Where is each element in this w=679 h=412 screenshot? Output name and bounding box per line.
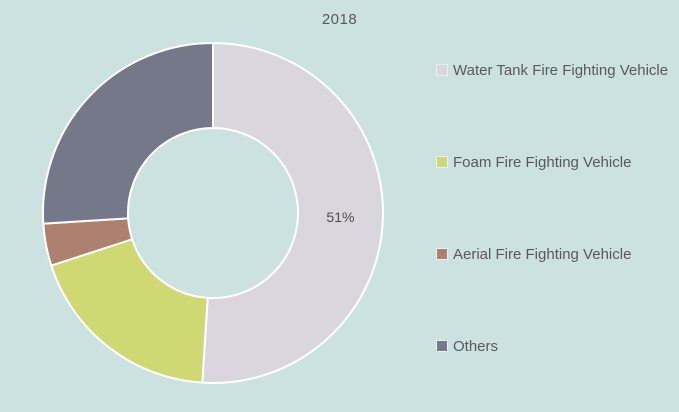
donut-slice-foam-fire-fighting-vehicle bbox=[50, 238, 209, 384]
chart-title: 2018 bbox=[321, 11, 358, 28]
donut-slice-others bbox=[42, 41, 214, 225]
data-label-water-tank-fire-fighting-vehicle: 51% bbox=[326, 209, 354, 225]
donut-slice-water-tank-fire-fighting-vehicle bbox=[201, 41, 384, 384]
